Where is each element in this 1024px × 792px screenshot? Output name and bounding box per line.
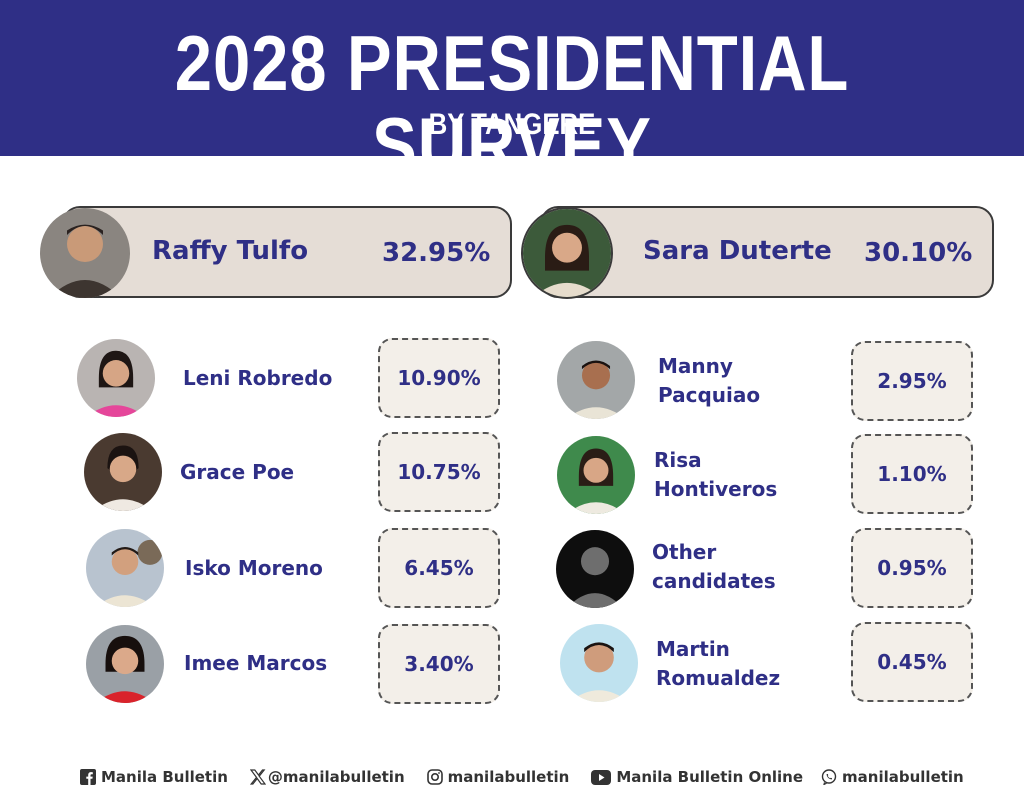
top-name-sara-duterte: Sara Duterte — [643, 236, 832, 266]
facebook-icon — [80, 769, 96, 785]
name-risa-hontiveros-line1: Risa — [654, 448, 702, 472]
footer-social-bar: Manila Bulletin @manilabulletin manilabu… — [80, 764, 964, 790]
footer-facebook[interactable]: Manila Bulletin — [80, 768, 228, 786]
footer-viber[interactable]: manilabulletin — [821, 768, 964, 786]
name-grace-poe: Grace Poe — [180, 460, 295, 484]
name-imee-marcos: Imee Marcos — [184, 651, 328, 675]
avatar-martin-romualdez — [560, 624, 638, 702]
avatar-other-candidates — [556, 530, 634, 608]
avatar-imee-marcos — [86, 625, 164, 703]
percent-box-manny-pacquiao: 2.95% — [851, 341, 973, 421]
name-isko-moreno: Isko Moreno — [185, 556, 323, 580]
percent-box-martin-romualdez: 0.45% — [851, 622, 973, 702]
viber-icon — [821, 769, 837, 785]
top-name-raffy-tulfo: Raffy Tulfo — [152, 236, 309, 266]
name-risa-hontiveros-line2: Hontiveros — [654, 477, 778, 501]
youtube-icon — [591, 769, 612, 785]
avatar-sara-duterte — [521, 207, 613, 299]
page-title: 2028 PRESIDENTIAL SURVEY — [174, 19, 850, 189]
percent-box-risa-hontiveros: 1.10% — [851, 434, 973, 514]
footer-instagram-label: manilabulletin — [447, 768, 570, 786]
name-manny-pacquiao-line1: Manny — [658, 354, 733, 378]
name-manny-pacquiao-line2: Pacquiao — [658, 383, 761, 407]
name-other-candidates-line2: candidates — [652, 569, 776, 593]
avatar-risa-hontiveros — [557, 436, 635, 514]
header-banner: 2028 PRESIDENTIAL SURVEY BY TANGERE — [0, 0, 1024, 186]
footer-viber-label: manilabulletin — [842, 768, 964, 786]
footer-facebook-label: Manila Bulletin — [101, 768, 228, 786]
avatar-leni-robredo — [77, 339, 155, 417]
avatar-raffy-tulfo — [40, 208, 130, 298]
top-percent-sara-duterte: 30.10% — [864, 238, 973, 268]
name-leni-robredo: Leni Robredo — [183, 366, 333, 390]
avatar-isko-moreno — [86, 529, 164, 607]
footer-youtube[interactable]: Manila Bulletin Online — [591, 768, 803, 786]
percent-box-isko-moreno: 6.45% — [378, 528, 500, 608]
percent-box-imee-marcos: 3.40% — [378, 624, 500, 704]
x-logo-icon — [249, 769, 266, 785]
footer-youtube-label: Manila Bulletin Online — [616, 768, 804, 786]
page-subtitle: BY TANGERE — [428, 108, 596, 141]
top-card-raffy-tulfo — [62, 206, 512, 298]
percent-box-other-candidates: 0.95% — [851, 528, 973, 608]
name-martin-romualdez-line1: Martin — [656, 637, 730, 661]
avatar-manny-pacquiao — [557, 341, 635, 419]
percent-box-leni-robredo: 10.90% — [378, 338, 500, 418]
footer-x-label: @manilabulletin — [267, 768, 405, 786]
footer-instagram[interactable]: manilabulletin — [426, 768, 570, 786]
top-percent-raffy-tulfo: 32.95% — [382, 238, 491, 268]
percent-box-grace-poe: 10.75% — [378, 432, 500, 512]
footer-x[interactable]: @manilabulletin — [249, 768, 405, 786]
avatar-grace-poe — [84, 433, 162, 511]
top-card-sara-duterte — [540, 206, 994, 298]
name-other-candidates-line1: Other — [652, 540, 717, 564]
instagram-icon — [426, 769, 443, 785]
name-martin-romualdez-line2: Romualdez — [656, 666, 781, 690]
